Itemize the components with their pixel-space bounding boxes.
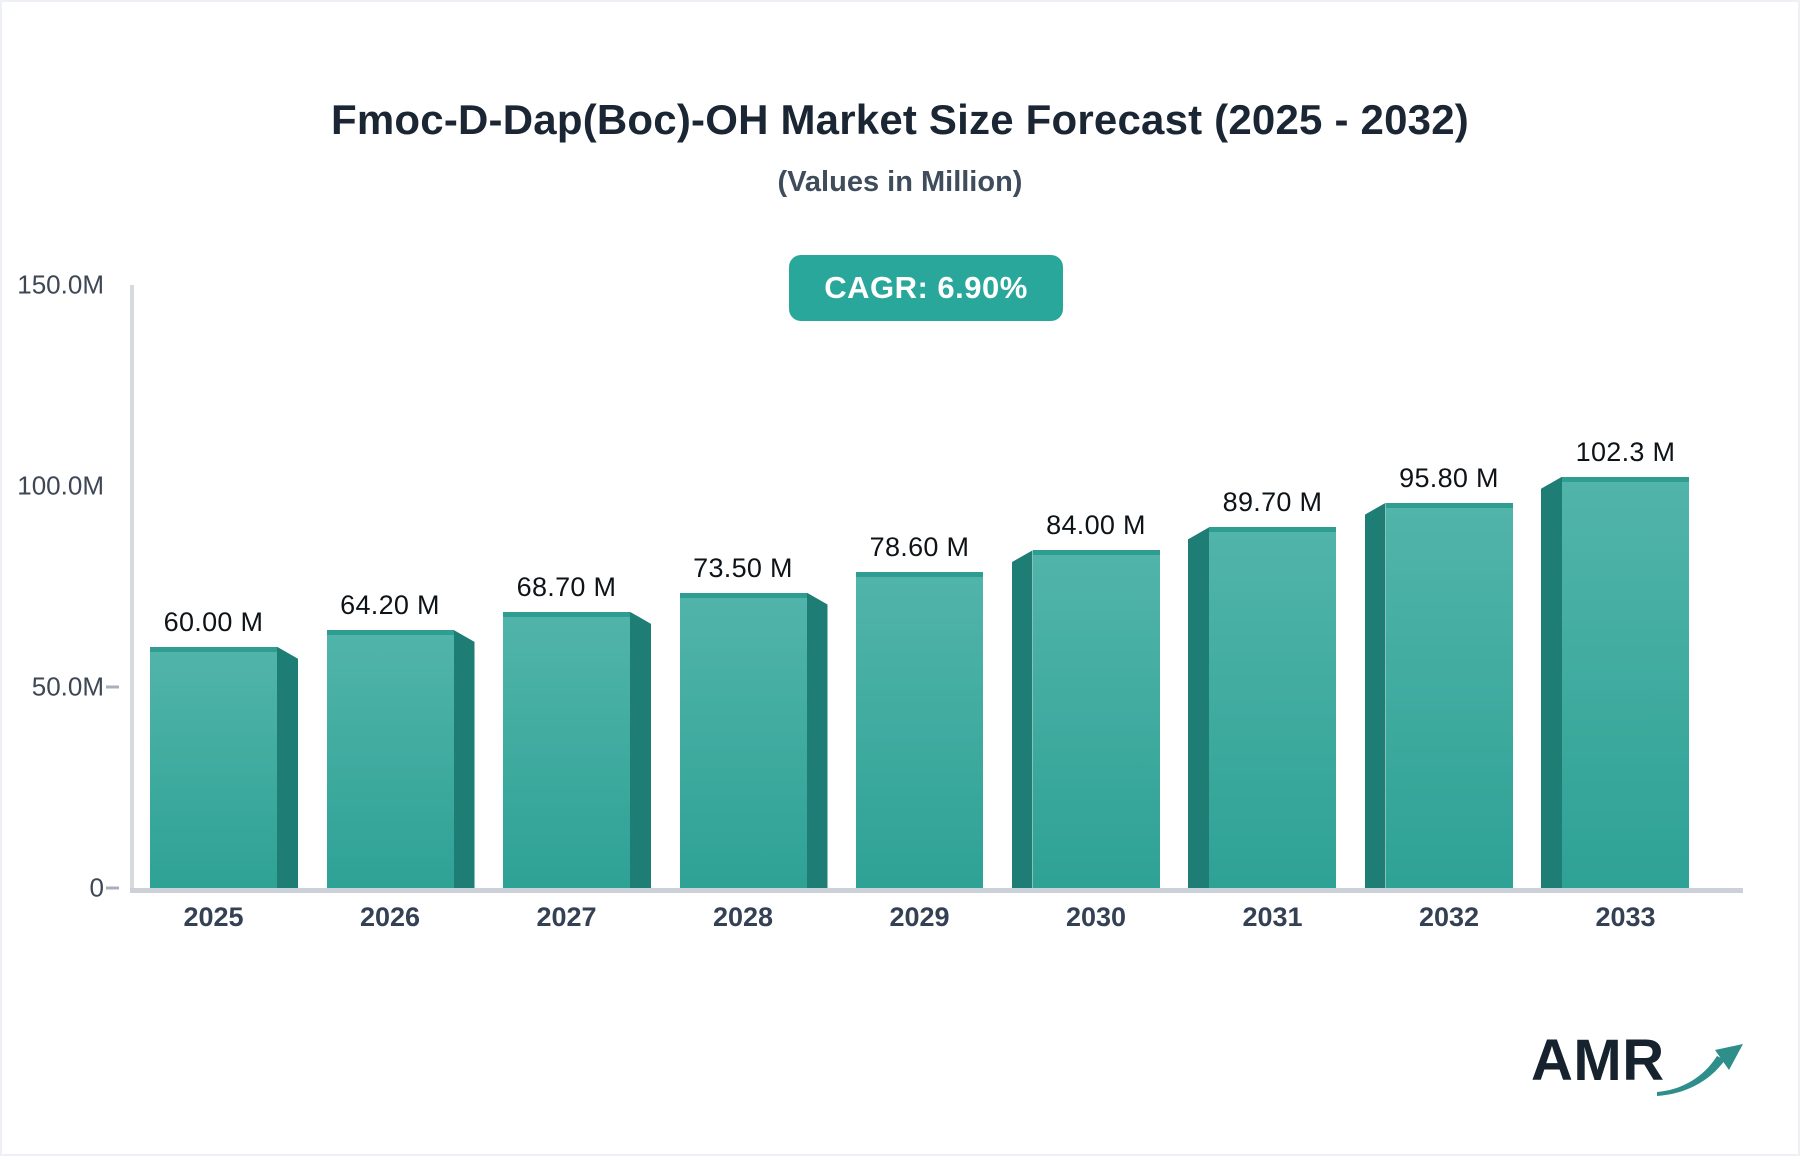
x-axis-year-label: 2027 xyxy=(536,902,597,932)
bar-2033 xyxy=(1562,476,1689,888)
bar-value-label: 78.60 M xyxy=(869,532,970,563)
bar-2027 xyxy=(503,611,630,888)
growth-arrow-icon xyxy=(1656,1044,1743,1096)
bar-3d-side xyxy=(277,646,298,888)
bar-3d-side xyxy=(1364,502,1386,888)
bar-top-edge xyxy=(1385,502,1513,508)
bar-value-label: 102.3 M xyxy=(1575,436,1676,467)
bar-3d-side xyxy=(1188,527,1209,888)
bar-value-label: 84.00 M xyxy=(1046,510,1146,541)
y-axis-tick-label: 50.0M xyxy=(31,671,104,702)
x-axis-year-label: 2033 xyxy=(1595,902,1656,932)
bar-2025 xyxy=(150,646,277,888)
bar-value-label: 60.00 M xyxy=(163,606,264,637)
bar-top-edge xyxy=(150,646,277,652)
x-axis-year-label: 2026 xyxy=(359,902,421,932)
bar-value-label: 68.70 M xyxy=(516,571,617,602)
chart-subtitle: (Values in Million) xyxy=(777,166,1023,198)
bar-top-edge xyxy=(1209,527,1336,533)
bar-3d-side xyxy=(453,629,475,888)
bar-top-edge xyxy=(856,572,983,578)
bar-top-edge xyxy=(326,629,454,635)
bar-3d-side xyxy=(630,611,651,888)
y-axis-tick-mark xyxy=(106,886,119,890)
bar-value-label: 73.50 M xyxy=(693,552,793,583)
y-axis-line xyxy=(130,285,134,893)
bar-3d-side xyxy=(806,592,828,888)
bar-3d-side xyxy=(1011,550,1033,888)
x-axis-year-label: 2030 xyxy=(1065,902,1127,932)
bar-2031 xyxy=(1209,527,1336,888)
x-axis-year-label: 2028 xyxy=(712,902,774,932)
bar-top-edge xyxy=(1032,550,1160,556)
x-axis-baseline xyxy=(130,888,1743,893)
bar-top-edge xyxy=(679,592,807,598)
bar-2032 xyxy=(1385,502,1513,888)
y-axis-tick-label: 0 xyxy=(89,872,104,903)
bar-top-edge xyxy=(1562,476,1689,482)
bar-2029 xyxy=(856,572,983,888)
bar-value-label: 89.70 M xyxy=(1222,487,1323,518)
amr-logo-text: AMR xyxy=(1531,1028,1665,1093)
cagr-badge: CAGR: 6.90% xyxy=(789,255,1063,321)
bar-2028 xyxy=(679,592,807,888)
y-axis-tick-label: 150.0M xyxy=(17,269,104,300)
bar-value-label: 64.20 M xyxy=(340,589,440,620)
bar-2026 xyxy=(326,629,454,888)
x-axis-year-label: 2025 xyxy=(183,902,244,932)
bar-3d-side xyxy=(1541,476,1562,888)
bar-top-edge xyxy=(503,611,630,617)
x-axis-year-label: 2031 xyxy=(1242,902,1303,932)
bar-2030 xyxy=(1032,550,1160,888)
y-axis-tick-mark xyxy=(106,685,119,689)
amr-logo: AMR xyxy=(1531,1032,1751,1098)
chart-title: Fmoc-D-Dap(Boc)-OH Market Size Forecast … xyxy=(331,96,1469,143)
x-axis-year-label: 2029 xyxy=(889,902,950,932)
x-axis-year-label: 2032 xyxy=(1418,902,1480,932)
y-axis-tick-label: 100.0M xyxy=(17,470,104,501)
bar-value-label: 95.80 M xyxy=(1399,462,1499,493)
